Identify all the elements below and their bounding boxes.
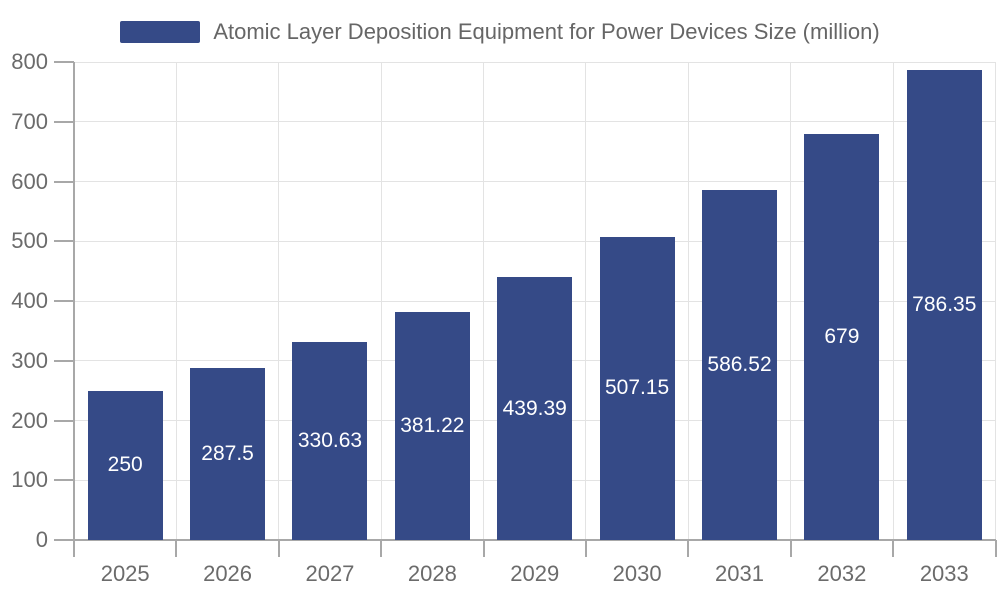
x-axis-tick: [789, 540, 792, 557]
y-axis-tick-label: 800: [11, 49, 48, 74]
x-axis-tick-label: 2033: [919, 561, 969, 586]
bar[interactable]: [87, 390, 163, 540]
y-axis-tick: [54, 359, 74, 362]
x-axis-tick: [892, 540, 895, 557]
x-axis-tick-label: 2030: [612, 561, 662, 586]
y-axis-tick: [54, 300, 74, 302]
x-axis-tick: [687, 540, 690, 557]
bar-value-label: 250: [107, 453, 143, 477]
y-axis-tick: [54, 240, 74, 243]
gridline-vertical: [892, 62, 894, 540]
y-axis-line: [73, 62, 75, 540]
y-axis-tick: [54, 419, 74, 422]
x-axis-tick-label: 2032: [817, 561, 867, 586]
bar-value-label: 679: [824, 325, 860, 349]
legend-item[interactable]: Atomic Layer Deposition Equipment for Po…: [0, 19, 1000, 45]
x-axis-tick: [277, 540, 280, 557]
gridline-horizontal: [74, 181, 996, 182]
gridline-vertical: [483, 62, 485, 540]
bar[interactable]: [394, 312, 470, 540]
gridline-vertical: [278, 62, 280, 540]
x-axis-tick-label: 2029: [510, 561, 560, 586]
x-axis-tick-label: 2028: [407, 561, 457, 586]
legend-swatch-icon: [120, 21, 201, 43]
x-axis-tick-label: 2026: [203, 561, 253, 586]
x-axis-tick-label: 2031: [715, 561, 764, 586]
bar-value-label: 586.52: [707, 352, 772, 376]
gridline-vertical: [380, 62, 382, 540]
gridline-vertical: [687, 62, 689, 540]
legend-label: Atomic Layer Deposition Equipment for Po…: [213, 19, 880, 44]
y-axis-tick: [54, 61, 74, 63]
y-axis-tick: [54, 539, 74, 541]
bar[interactable]: [190, 368, 266, 540]
bar-value-label: 287.5: [201, 442, 254, 466]
bar[interactable]: [292, 342, 368, 540]
bar-value-label: 330.63: [297, 429, 363, 453]
y-axis-tick-label: 500: [11, 228, 48, 254]
bar[interactable]: [702, 189, 778, 540]
y-axis-tick-label: 200: [11, 407, 48, 433]
y-axis-tick: [54, 479, 74, 482]
y-axis-tick-label: 300: [11, 347, 48, 373]
y-axis-tick: [54, 120, 74, 123]
x-axis-tick: [994, 540, 997, 557]
gridline-vertical: [175, 62, 177, 540]
y-axis-tick: [54, 180, 74, 183]
y-axis-tick-label: 600: [11, 168, 48, 194]
y-axis-tick-label: 700: [11, 108, 48, 134]
gridline-horizontal: [74, 121, 996, 123]
x-axis-tick: [584, 540, 587, 557]
bar-value-label: 786.35: [912, 293, 977, 317]
y-axis-tick-label: 400: [11, 288, 48, 313]
x-axis-tick-label: 2027: [305, 561, 355, 586]
bar[interactable]: [497, 277, 573, 540]
bar[interactable]: [906, 70, 982, 540]
x-axis-tick: [380, 540, 383, 557]
gridline-horizontal: [74, 61, 996, 63]
gridline-vertical: [790, 62, 792, 540]
bar-value-label: 439.39: [502, 396, 567, 420]
x-axis-tick-label: 2025: [100, 561, 150, 586]
gridline-horizontal: [74, 240, 996, 242]
x-axis-tick: [73, 540, 75, 557]
gridline-vertical: [995, 62, 996, 540]
bar[interactable]: [804, 134, 880, 540]
y-axis-tick-label: 100: [11, 467, 48, 493]
x-axis-tick: [482, 540, 485, 557]
x-axis-line: [73, 539, 996, 541]
bar-value-label: 381.22: [400, 414, 465, 438]
y-axis-tick-label: 0: [35, 527, 48, 552]
bar-value-label: 507.15: [605, 376, 670, 400]
bar[interactable]: [599, 236, 675, 540]
x-axis-tick: [175, 540, 178, 557]
gridline-vertical: [585, 62, 587, 540]
